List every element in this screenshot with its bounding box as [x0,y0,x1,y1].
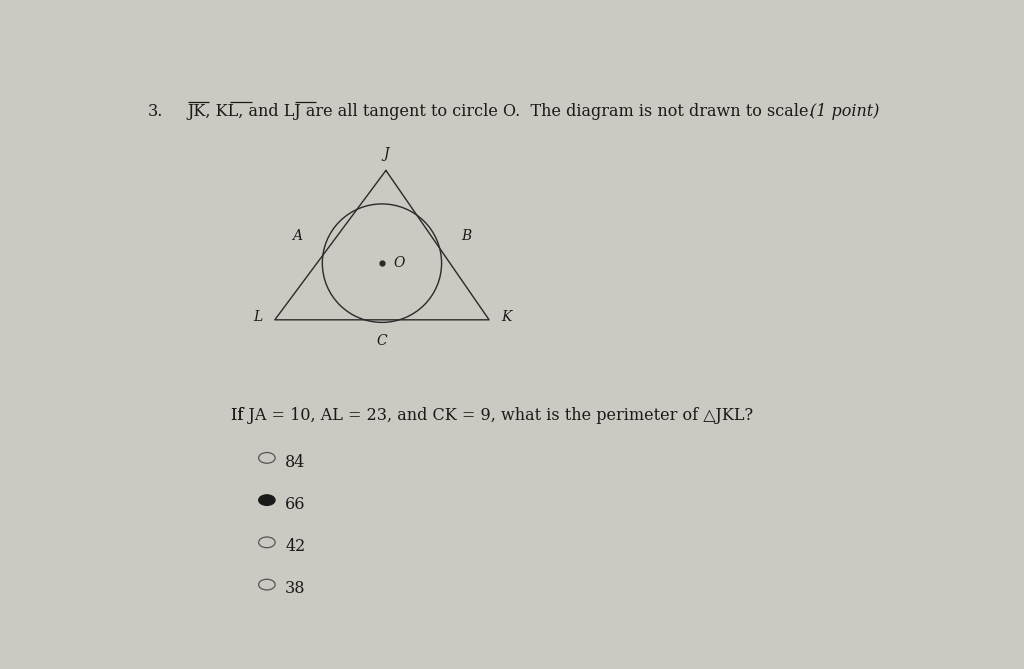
Text: 42: 42 [285,539,305,555]
Text: If JA = 10, AL = 23, and CK = 9, what is the perimeter of △JKL?: If JA = 10, AL = 23, and CK = 9, what is… [231,407,754,424]
Text: If: If [231,407,249,424]
Text: A: A [292,229,302,244]
Text: (1 point): (1 point) [811,104,880,120]
Text: 66: 66 [285,496,305,513]
Text: O: O [393,256,404,270]
Text: K: K [501,310,511,324]
Text: C: C [377,334,387,349]
Text: 84: 84 [285,454,305,471]
Text: J: J [383,147,389,161]
Circle shape [259,495,275,506]
Text: B: B [462,229,472,244]
Text: JK, KL, and LJ are all tangent to circle O.  The diagram is not drawn to scale.: JK, KL, and LJ are all tangent to circle… [187,104,814,120]
Text: 3.: 3. [147,104,163,120]
Text: L: L [254,310,263,324]
Text: 38: 38 [285,581,305,597]
